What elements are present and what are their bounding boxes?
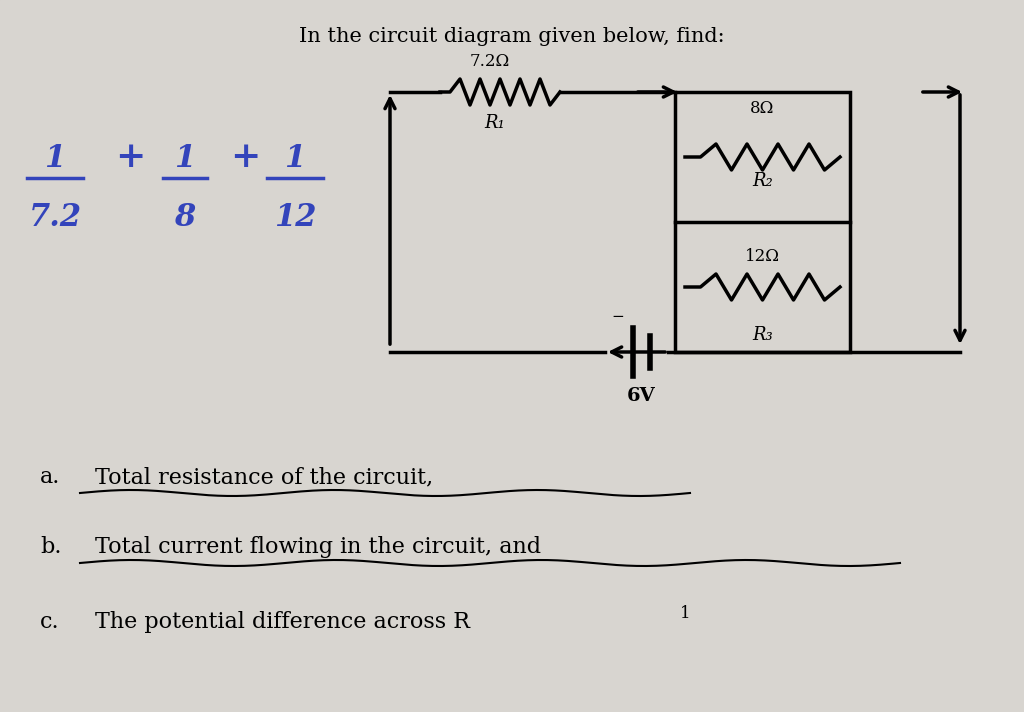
Text: 12Ω: 12Ω <box>745 248 780 265</box>
Text: 1: 1 <box>680 605 690 622</box>
Text: 8: 8 <box>174 202 196 233</box>
Text: Total resistance of the circuit,: Total resistance of the circuit, <box>95 466 433 488</box>
Text: The potential difference across R: The potential difference across R <box>95 611 470 633</box>
Text: 1: 1 <box>285 143 305 174</box>
Text: 12: 12 <box>273 202 316 233</box>
Text: 1: 1 <box>44 143 66 174</box>
Text: 1: 1 <box>174 143 196 174</box>
Text: +: + <box>229 140 260 174</box>
Text: 7.2: 7.2 <box>29 202 82 233</box>
Bar <box>675 92 850 352</box>
Text: 7.2Ω: 7.2Ω <box>470 53 510 70</box>
Text: +: + <box>115 140 145 174</box>
Text: c.: c. <box>40 611 59 633</box>
Text: b.: b. <box>40 536 61 558</box>
Text: 6V: 6V <box>627 387 655 405</box>
Text: R₁: R₁ <box>484 114 506 132</box>
Text: a.: a. <box>40 466 60 488</box>
Text: −: − <box>611 310 625 324</box>
Text: 8Ω: 8Ω <box>751 100 775 117</box>
Text: Total current flowing in the circuit, and: Total current flowing in the circuit, an… <box>95 536 541 558</box>
Text: R₂: R₂ <box>752 172 773 190</box>
Text: R₃: R₃ <box>752 326 773 344</box>
Text: In the circuit diagram given below, find:: In the circuit diagram given below, find… <box>299 27 725 46</box>
